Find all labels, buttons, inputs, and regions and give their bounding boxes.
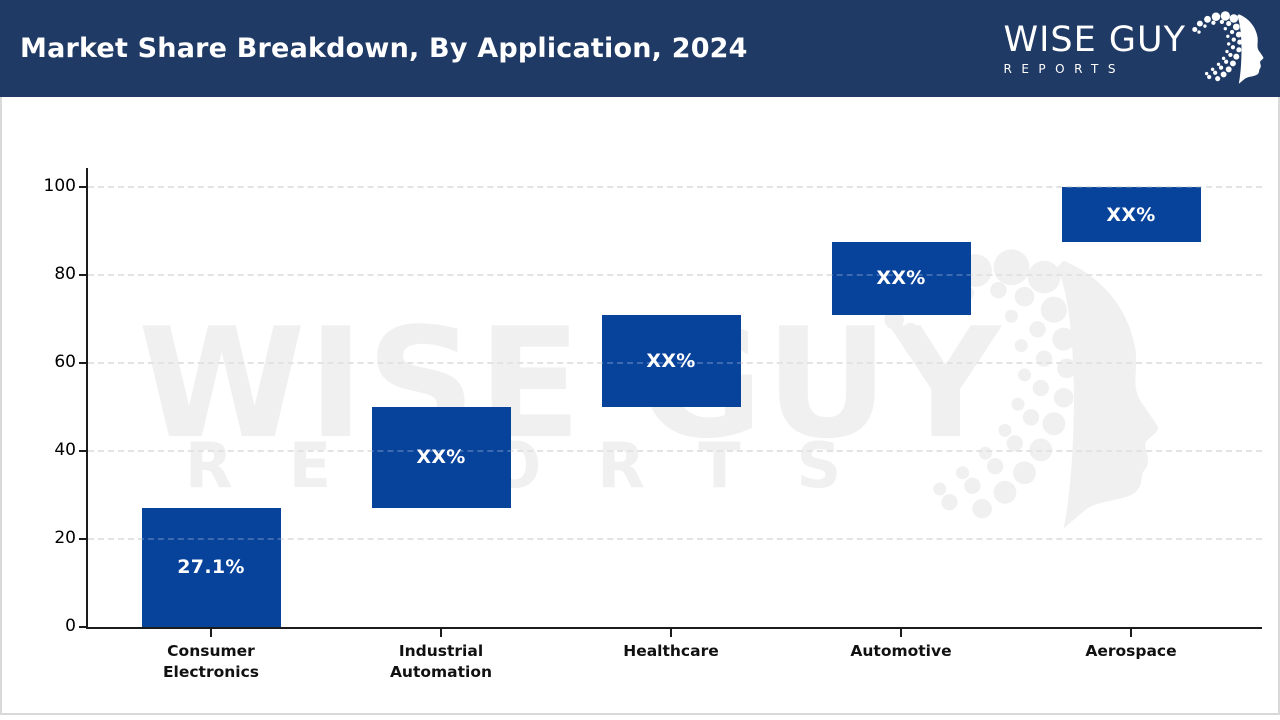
bar-value-label: XX% [876, 267, 926, 290]
bar-value-label: XX% [416, 446, 466, 469]
bar-value-label: XX% [1106, 203, 1156, 226]
gridline-overlay [88, 274, 1262, 276]
waterfall-bar: XX% [371, 407, 511, 508]
y-axis-tick-label: 100 [43, 176, 76, 196]
bar-value-label: XX% [646, 349, 696, 372]
wiseguy-logo: WISE GUY REPORTS [1003, 9, 1280, 89]
gridline [88, 274, 1262, 276]
x-axis-category-label: Healthcare [623, 642, 719, 660]
y-axis-tick-mark [79, 450, 88, 452]
x-axis-tick-mark [440, 629, 442, 637]
y-axis-tick-mark [79, 274, 88, 276]
gridline-overlay [88, 450, 1262, 452]
x-axis-tick-mark [210, 629, 212, 637]
x-axis-category-label: Consumer Electronics [162, 642, 260, 681]
gridline-overlay [88, 538, 1262, 540]
x-axis-category-label: Aerospace [1085, 642, 1177, 660]
y-axis-line [86, 168, 88, 629]
gridline [88, 186, 1262, 188]
gridline [88, 450, 1262, 452]
x-axis-tick-mark [900, 629, 902, 637]
watermark-wordmark: WISE GUY [138, 295, 1003, 472]
wiseguy-logo-text: WISE GUY REPORTS [1003, 19, 1186, 76]
waterfall-bar: XX% [1061, 187, 1201, 242]
x-axis-tick-mark [1130, 629, 1132, 637]
waterfall-bar: XX% [831, 242, 971, 315]
x-axis-category-label: Automotive [850, 642, 952, 660]
y-axis-tick-label: 60 [54, 352, 76, 372]
bar-value-label: 27.1% [177, 556, 245, 579]
y-axis-tick-label: 0 [65, 616, 76, 636]
x-axis-tick-mark [670, 629, 672, 637]
x-axis-category-label: Industrial Automation [389, 642, 493, 681]
wiseguy-logo-face-icon [1188, 9, 1266, 89]
y-axis-tick-label: 20 [54, 528, 76, 548]
page-title: Market Share Breakdown, By Application, … [20, 33, 748, 64]
waterfall-bar: 27.1% [141, 507, 281, 627]
y-axis-tick-mark [79, 186, 88, 188]
logo-subtitle: REPORTS [1003, 61, 1125, 76]
y-axis-tick-label: 40 [54, 440, 76, 460]
watermark: WISE GUY REPORTS [0, 97, 1280, 717]
y-axis-tick-mark [79, 626, 88, 628]
y-axis-tick-mark [79, 538, 88, 540]
gridline-overlay [88, 362, 1262, 364]
watermark-subtitle: REPORTS [185, 429, 898, 502]
y-axis-tick-mark [79, 362, 88, 364]
x-axis-line [86, 627, 1262, 629]
waterfall-bar: XX% [601, 314, 741, 407]
gridline-overlay [88, 186, 1262, 188]
logo-wordmark: WISE GUY [1003, 19, 1186, 60]
y-axis-tick-label: 80 [54, 264, 76, 284]
gridline [88, 538, 1262, 540]
header-bar: Market Share Breakdown, By Application, … [0, 0, 1280, 97]
